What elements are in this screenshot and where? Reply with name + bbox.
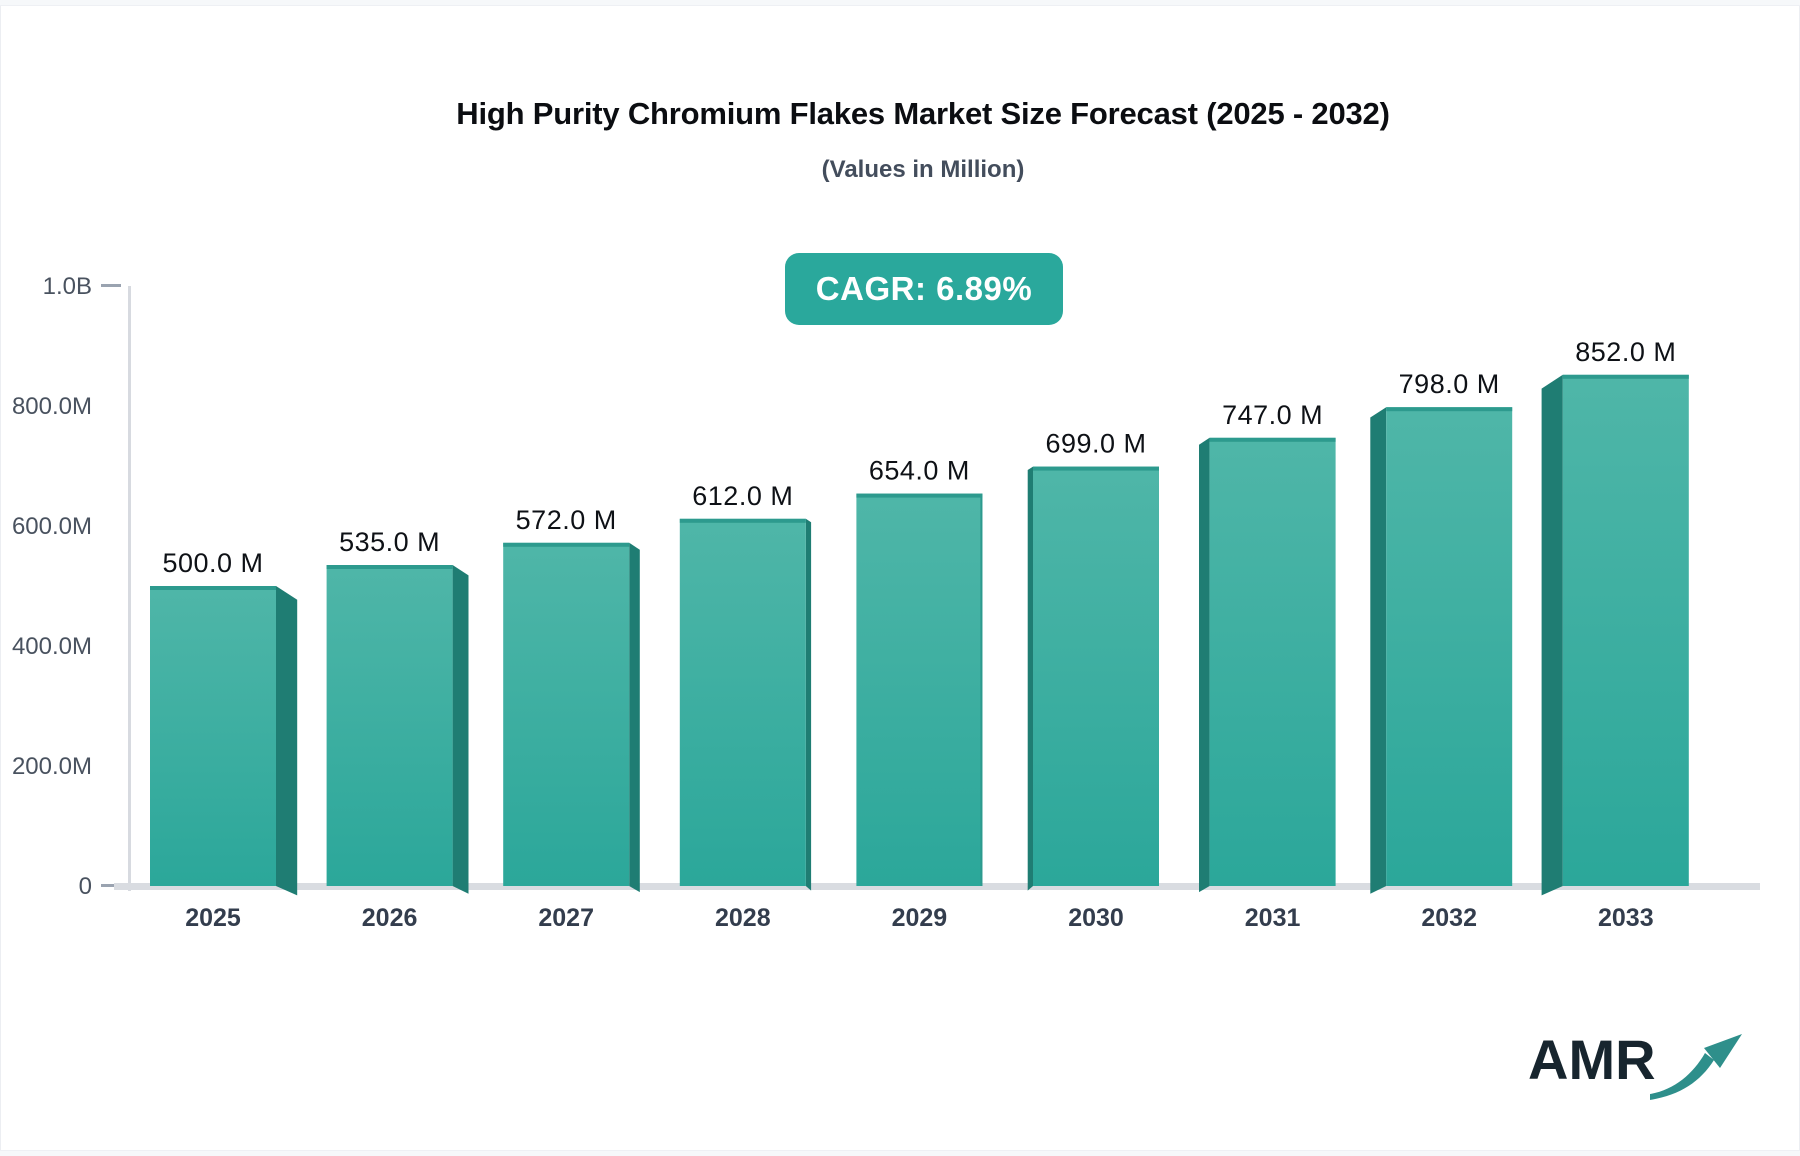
- bar-top-edge: [150, 586, 276, 590]
- growth-arrow-icon: [1649, 1034, 1742, 1100]
- bar-2026[interactable]: [326, 565, 469, 894]
- bar-2033[interactable]: [1541, 374, 1689, 896]
- x-axis-label-2030: 2030: [1068, 904, 1124, 932]
- amr-logo-text: AMR: [1528, 1028, 1656, 1091]
- x-axis-label-2029: 2029: [892, 904, 948, 932]
- cagr-badge: CAGR: 6.89%: [785, 253, 1063, 325]
- chart-title: High Purity Chromium Flakes Market Size …: [456, 96, 1390, 131]
- bar-top-edge: [326, 565, 453, 569]
- y-axis-label-3: 400.0M: [12, 633, 92, 660]
- bar-2030[interactable]: [1027, 466, 1159, 891]
- bar-side-face: [276, 586, 298, 896]
- bar-value-label-2027: 572.0 M: [516, 505, 617, 535]
- y-axis-label-2: 600.0M: [12, 513, 92, 540]
- bar-top-edge: [1033, 466, 1159, 471]
- bar-value-label-2030: 699.0 M: [1045, 429, 1146, 459]
- bar-top-edge: [1386, 407, 1513, 412]
- cagr-badge-label: CAGR: 6.89%: [815, 270, 1033, 307]
- bar-value-label-2029: 654.0 M: [869, 456, 970, 486]
- bar-front-face: [503, 542, 630, 886]
- bar-value-label-2032: 798.0 M: [1399, 369, 1500, 399]
- x-axis-label-2033: 2033: [1598, 904, 1654, 932]
- bar-front-face: [326, 565, 453, 886]
- bar-value-label-2033: 852.0 M: [1575, 337, 1676, 367]
- bar-front-face: [856, 493, 983, 886]
- y-axis-label-0: 1.0B: [43, 273, 92, 300]
- x-axis-label-2028: 2028: [715, 904, 771, 932]
- bar-front-face: [150, 586, 276, 886]
- bar-side-face: [1027, 466, 1033, 891]
- bottom-border: [0, 1150, 1800, 1156]
- bar-2027[interactable]: [503, 542, 640, 893]
- bar-front-face: [1562, 374, 1689, 886]
- x-axis-line: [114, 883, 1760, 890]
- bar-top-edge: [679, 518, 806, 523]
- top-border: [0, 0, 1800, 6]
- bar-side-face: [1541, 374, 1563, 896]
- bar-2028[interactable]: [679, 518, 812, 891]
- bar-side-face: [1199, 437, 1210, 893]
- x-axis-label-2026: 2026: [362, 904, 418, 932]
- x-axis-label-2032: 2032: [1421, 904, 1477, 932]
- bar-side-face: [1370, 407, 1387, 894]
- x-axis-label-2025: 2025: [185, 904, 241, 932]
- bar-right-edge: [980, 493, 983, 886]
- bar-top-edge: [856, 493, 983, 498]
- bar-front-face: [1209, 437, 1336, 886]
- bar-value-label-2031: 747.0 M: [1222, 400, 1323, 430]
- bar-value-label-2026: 535.0 M: [339, 527, 440, 557]
- bar-front-face: [1033, 466, 1159, 886]
- x-axis-label-2027: 2027: [538, 904, 594, 932]
- bar-side-face: [452, 565, 469, 894]
- bar-value-label-2025: 500.0 M: [162, 548, 263, 578]
- bar-2025[interactable]: [150, 586, 298, 896]
- y-axis-label-4: 200.0M: [12, 753, 92, 780]
- bar-top-edge: [1562, 374, 1689, 379]
- chart-header: High Purity Chromium Flakes Market Size …: [46, 96, 1800, 184]
- bar-2031[interactable]: [1199, 437, 1336, 893]
- bar-front-face: [679, 518, 806, 886]
- amr-logo: AMR: [1528, 1032, 1746, 1104]
- bar-2032[interactable]: [1370, 407, 1513, 894]
- y-axis-line: [128, 286, 131, 891]
- y-axis-label-1: 800.0M: [12, 393, 92, 420]
- bar-2029[interactable]: [856, 493, 983, 886]
- x-axis-label-2031: 2031: [1245, 904, 1301, 932]
- bar-top-edge: [503, 542, 630, 547]
- bar-front-face: [1386, 407, 1513, 886]
- y-axis-tick: [101, 284, 121, 287]
- y-axis-label-5: 0: [79, 873, 92, 900]
- y-axis-tick: [101, 884, 121, 887]
- bar-side-face: [805, 518, 812, 891]
- bar-value-label-2028: 612.0 M: [692, 481, 793, 511]
- bar-side-face: [629, 542, 640, 893]
- bar-top-edge: [1209, 437, 1336, 442]
- chart-subtitle: (Values in Million): [821, 156, 1025, 183]
